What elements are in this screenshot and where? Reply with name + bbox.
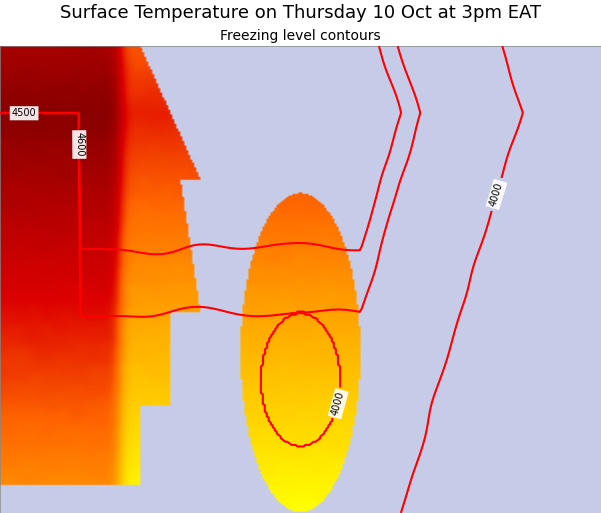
Text: 4000: 4000 xyxy=(488,181,505,208)
Text: Surface Temperature on Thursday 10 Oct at 3pm EAT: Surface Temperature on Thursday 10 Oct a… xyxy=(60,4,541,22)
Text: 4500: 4500 xyxy=(12,108,37,119)
Text: 4600: 4600 xyxy=(75,132,84,157)
Text: 4000: 4000 xyxy=(330,390,346,417)
Text: Freezing level contours: Freezing level contours xyxy=(220,29,381,43)
